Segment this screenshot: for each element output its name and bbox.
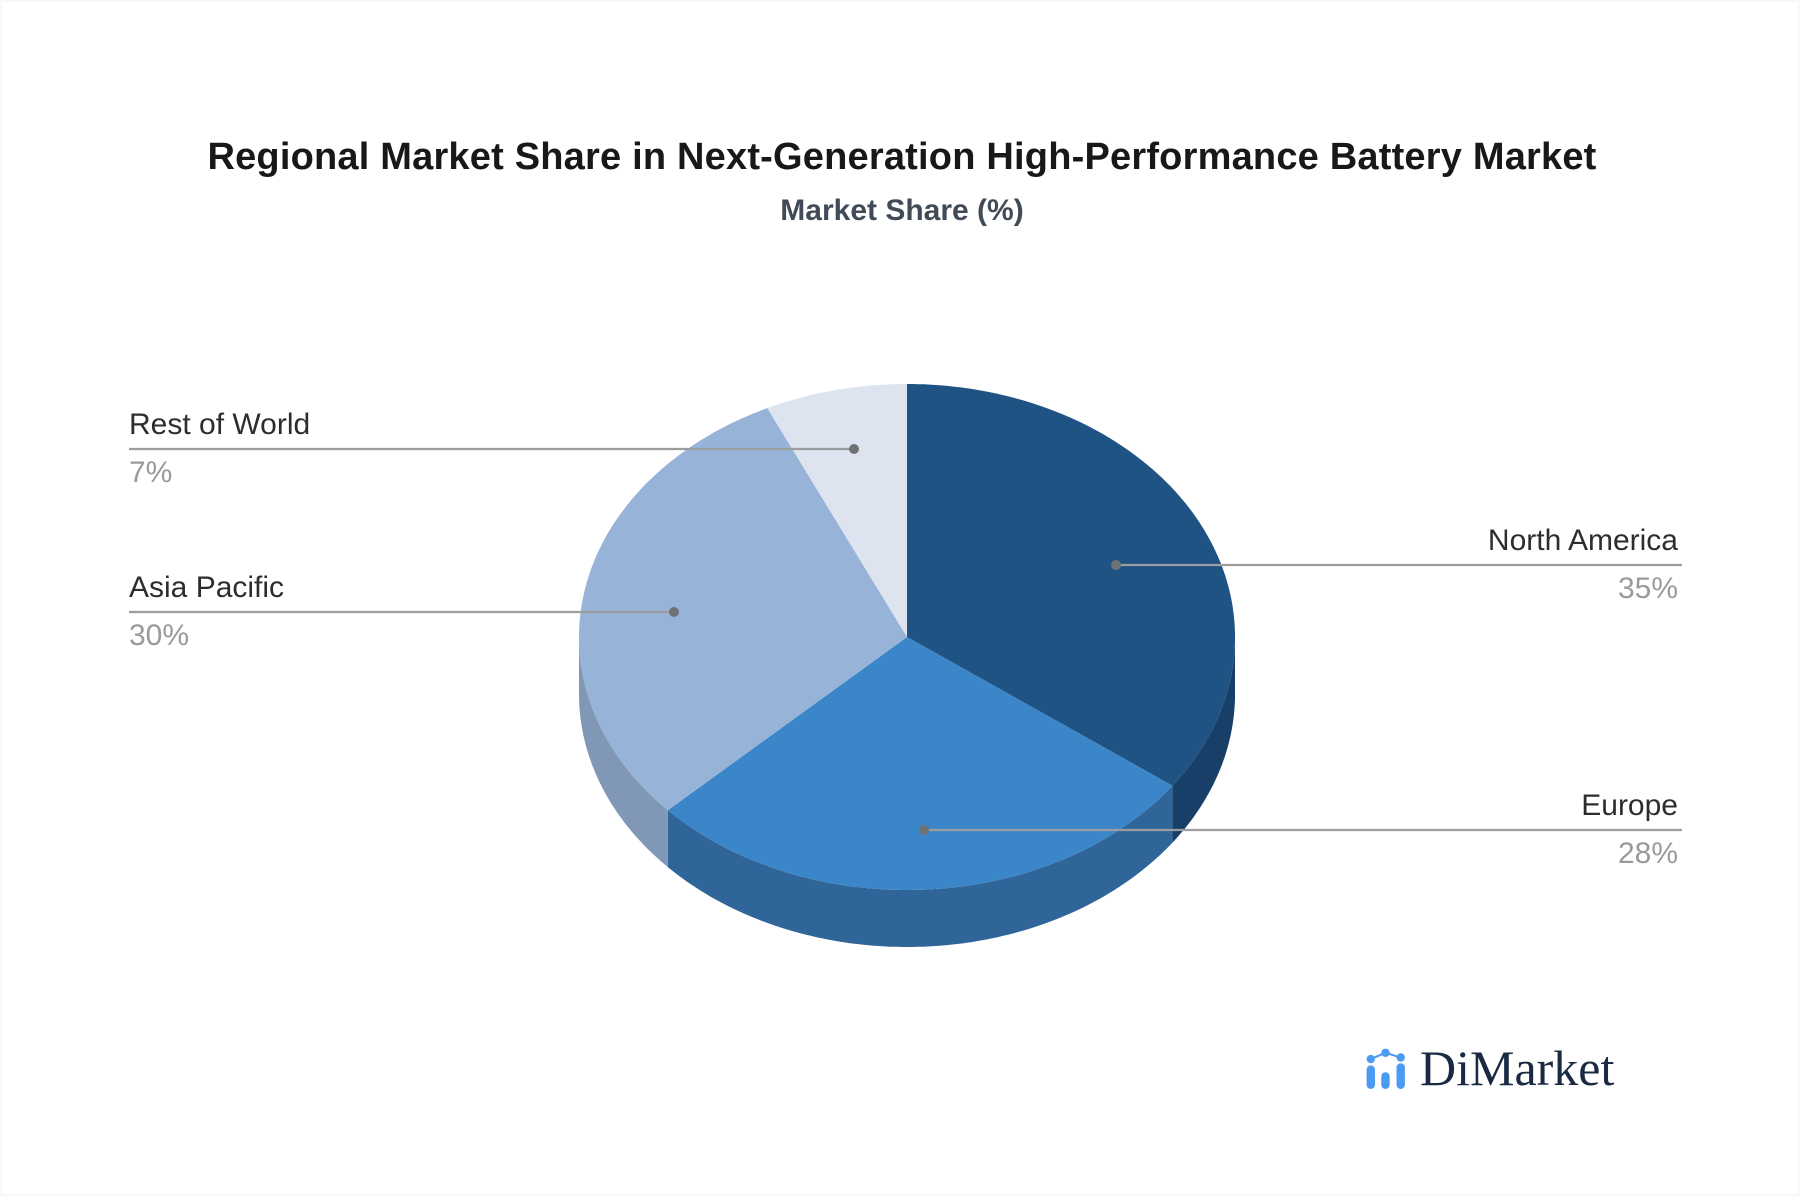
pie-slice-side-north-america: [1172, 637, 1235, 843]
pie-slice-asia-pacific[interactable]: [579, 408, 907, 811]
slice-label: North America: [1487, 524, 1678, 557]
bar-line-chart-icon: [1366, 1048, 1405, 1089]
slice-label: Europe: [1581, 789, 1678, 822]
slice-label: Asia Pacific: [129, 571, 285, 604]
pie-slice-side-asia-pacific: [579, 637, 668, 868]
callout-north-america: North America 35%: [1488, 524, 1678, 606]
slice-percentage: 7%: [129, 456, 173, 489]
leader-rest-of-world-dot: [849, 444, 859, 454]
leader-north-america-dot: [1111, 560, 1121, 570]
pie-slice-rest-of-world[interactable]: [767, 384, 907, 637]
callout-europe: Europe 28%: [1581, 789, 1678, 871]
chart-subtitle: Market Share (%): [780, 194, 1024, 227]
pie-slice-europe[interactable]: [667, 637, 1173, 890]
callout-asia-pacific: Asia Pacific 30%: [129, 571, 284, 653]
chart-title: Regional Market Share in Next-Generation…: [207, 136, 1597, 178]
slice-percentage: 35%: [1617, 572, 1678, 605]
pie-slice-north-america[interactable]: [907, 384, 1235, 786]
callout-rest-of-world: Rest of World 7%: [129, 408, 310, 490]
leader-europe-dot: [919, 825, 929, 835]
leader-asia-pacific-dot: [669, 607, 679, 617]
slice-label: Rest of World: [129, 408, 311, 441]
pie-slice-side-europe: [667, 785, 1173, 947]
dimarket-logo: DiMarket: [1365, 1042, 1614, 1094]
slice-percentage: 28%: [1617, 837, 1678, 870]
slice-percentage: 30%: [129, 619, 190, 652]
logo-text: DiMarket: [1420, 1040, 1615, 1096]
